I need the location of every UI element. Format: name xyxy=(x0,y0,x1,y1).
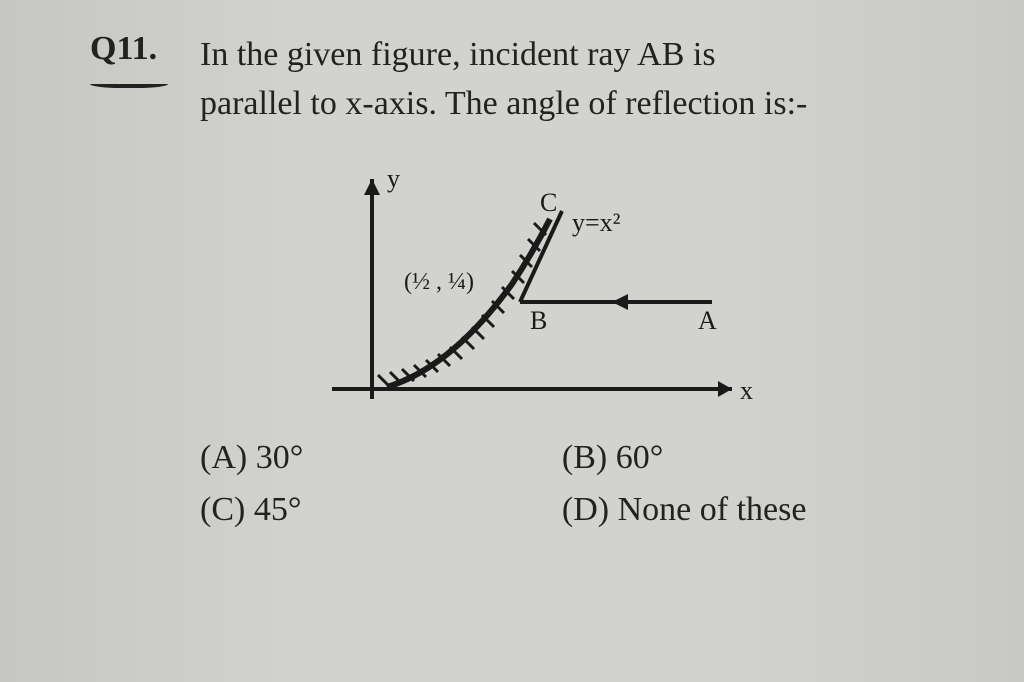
options: (A) 30° (B) 60° (C) 45° (D) None of thes… xyxy=(200,439,954,543)
question-text: In the given figure, incident ray AB is … xyxy=(200,30,954,129)
option-C[interactable]: (C) 45° xyxy=(200,491,562,529)
question-number: Q11. xyxy=(90,30,200,68)
qnum-text: Q11. xyxy=(90,30,157,67)
mirror-hatching xyxy=(378,223,546,387)
incident-ray-arrow xyxy=(612,294,628,310)
x-axis-arrow xyxy=(718,381,732,397)
point-label: (½ , ¼) xyxy=(404,269,474,295)
y-label: y xyxy=(387,164,400,193)
figure-svg: y x y=x² C (½ , ¼) B A xyxy=(272,149,772,429)
option-B[interactable]: (B) 60° xyxy=(562,439,924,477)
page: Q11. In the given figure, incident ray A… xyxy=(0,0,1024,682)
qtext-line2: parallel to x-axis. The angle of reflect… xyxy=(200,85,807,122)
x-label: x xyxy=(740,376,753,405)
option-A[interactable]: (A) 30° xyxy=(200,439,562,477)
option-D[interactable]: (D) None of these xyxy=(562,491,924,529)
label-B: B xyxy=(530,306,547,335)
y-axis-arrow xyxy=(364,179,380,195)
curve-label: y=x² xyxy=(572,208,621,237)
reflection-figure: y x y=x² C (½ , ¼) B A xyxy=(272,149,772,429)
label-A: A xyxy=(698,306,717,335)
qtext-line1: In the given figure, incident ray AB is xyxy=(200,36,716,73)
label-C: C xyxy=(540,188,557,217)
qnum-underline xyxy=(90,78,168,88)
question-row: Q11. In the given figure, incident ray A… xyxy=(90,30,954,129)
